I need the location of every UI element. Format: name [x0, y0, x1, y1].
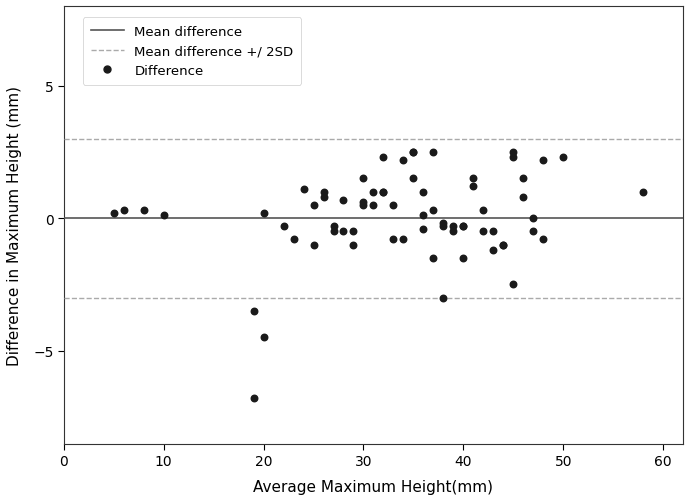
Point: [388, 236, 399, 244]
Point: [477, 207, 489, 215]
Point: [468, 183, 479, 191]
X-axis label: Average Maximum Height(mm): Average Maximum Height(mm): [253, 479, 493, 494]
Point: [468, 175, 479, 183]
Point: [108, 209, 119, 217]
Point: [438, 222, 449, 230]
Point: [368, 201, 379, 209]
Point: [497, 241, 509, 249]
Point: [328, 228, 339, 236]
Point: [358, 201, 369, 209]
Point: [258, 334, 269, 342]
Point: [418, 188, 429, 196]
Point: [318, 193, 329, 201]
Point: [378, 188, 389, 196]
Point: [298, 185, 309, 193]
Point: [348, 228, 359, 236]
Point: [408, 148, 419, 156]
Point: [358, 175, 369, 183]
Point: [388, 201, 399, 209]
Point: [528, 228, 539, 236]
Point: [278, 222, 289, 230]
Y-axis label: Difference in Maximum Height (mm): Difference in Maximum Height (mm): [7, 86, 22, 365]
Point: [348, 241, 359, 249]
Point: [328, 222, 339, 230]
Point: [477, 228, 489, 236]
Point: [258, 209, 269, 217]
Point: [558, 154, 569, 162]
Point: [368, 188, 379, 196]
Point: [308, 241, 319, 249]
Point: [418, 212, 429, 220]
Point: [488, 228, 499, 236]
Point: [378, 188, 389, 196]
Point: [248, 307, 259, 315]
Point: [318, 188, 329, 196]
Point: [518, 175, 529, 183]
Point: [408, 148, 419, 156]
Point: [138, 207, 149, 215]
Point: [398, 236, 409, 244]
Point: [538, 236, 549, 244]
Point: [288, 236, 299, 244]
Point: [508, 148, 519, 156]
Point: [118, 207, 129, 215]
Point: [638, 188, 649, 196]
Point: [438, 220, 449, 228]
Point: [518, 193, 529, 201]
Point: [308, 201, 319, 209]
Point: [508, 281, 519, 289]
Point: [398, 156, 409, 164]
Point: [408, 175, 419, 183]
Point: [448, 228, 459, 236]
Legend: Mean difference, Mean difference +/ 2SD, Difference: Mean difference, Mean difference +/ 2SD,…: [83, 18, 302, 86]
Point: [248, 395, 259, 403]
Point: [428, 207, 439, 215]
Point: [458, 222, 469, 230]
Point: [428, 255, 439, 263]
Point: [538, 156, 549, 164]
Point: [378, 154, 389, 162]
Point: [497, 241, 509, 249]
Point: [338, 196, 349, 204]
Point: [458, 255, 469, 263]
Point: [428, 148, 439, 156]
Point: [158, 212, 169, 220]
Point: [458, 222, 469, 230]
Point: [438, 294, 449, 302]
Point: [418, 225, 429, 233]
Point: [528, 214, 539, 222]
Point: [358, 199, 369, 207]
Point: [488, 246, 499, 255]
Point: [338, 228, 349, 236]
Point: [448, 222, 459, 230]
Point: [508, 154, 519, 162]
